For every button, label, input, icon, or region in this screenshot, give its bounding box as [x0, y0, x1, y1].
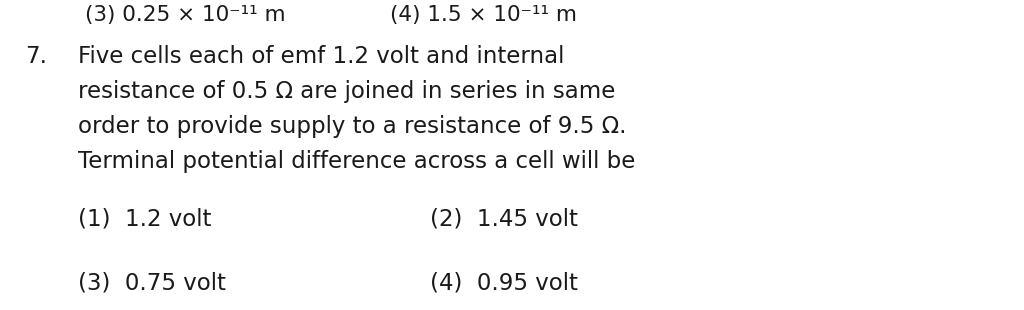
Text: resistance of 0.5 Ω are joined in series in same: resistance of 0.5 Ω are joined in series…: [78, 80, 615, 103]
Text: (3)  0.75 volt: (3) 0.75 volt: [78, 272, 226, 295]
Text: order to provide supply to a resistance of 9.5 Ω.: order to provide supply to a resistance …: [78, 115, 627, 138]
Text: (3) 0.25 × 10⁻¹¹ m: (3) 0.25 × 10⁻¹¹ m: [85, 5, 286, 25]
Text: Terminal potential difference across a cell will be: Terminal potential difference across a c…: [78, 150, 635, 173]
Text: (4) 1.5 × 10⁻¹¹ m: (4) 1.5 × 10⁻¹¹ m: [390, 5, 577, 25]
Text: (4)  0.95 volt: (4) 0.95 volt: [430, 272, 578, 295]
Text: 7.: 7.: [25, 45, 47, 68]
Text: (2)  1.45 volt: (2) 1.45 volt: [430, 207, 578, 230]
Text: Five cells each of emf 1.2 volt and internal: Five cells each of emf 1.2 volt and inte…: [78, 45, 564, 68]
Text: (1)  1.2 volt: (1) 1.2 volt: [78, 207, 211, 230]
